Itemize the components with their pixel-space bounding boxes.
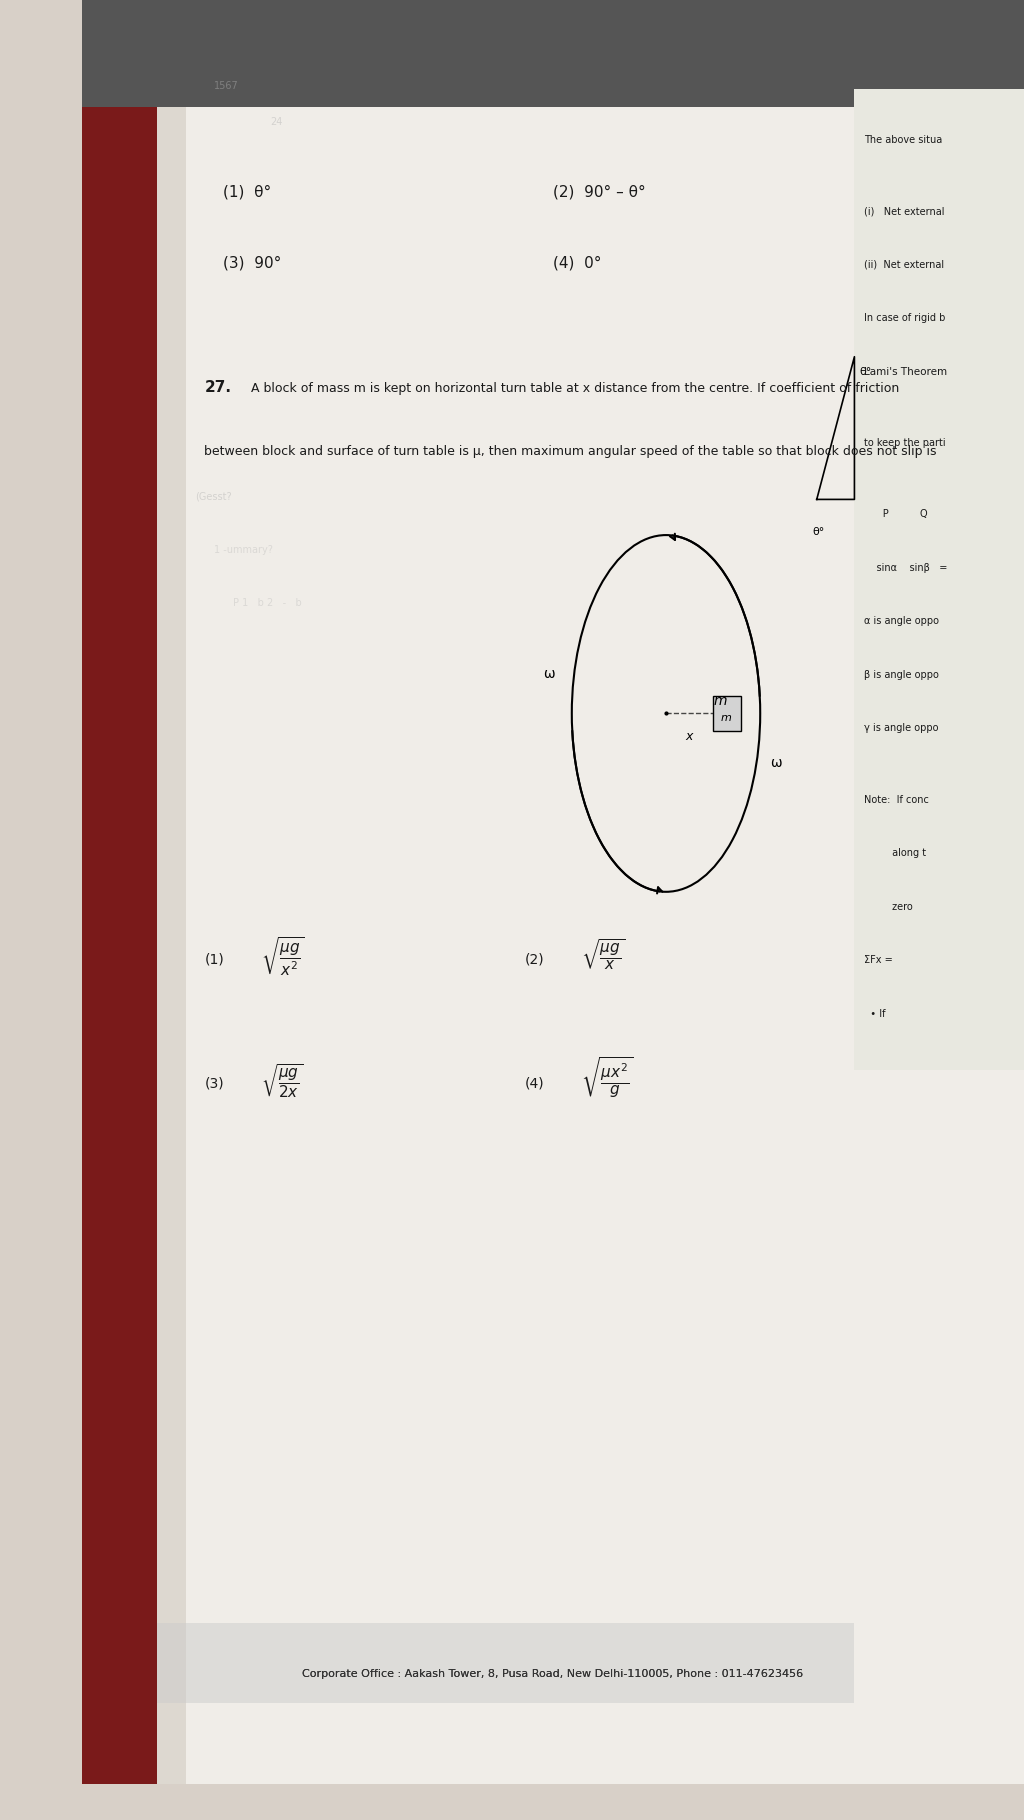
Text: along t: along t xyxy=(864,848,926,857)
Text: • If: • If xyxy=(864,1008,886,1019)
Text: zero: zero xyxy=(864,901,912,912)
Text: Corporate Office : Aakash Tower, 8, Pusa Road, New Delhi-110005, Phone : 011-476: Corporate Office : Aakash Tower, 8, Pusa… xyxy=(302,1669,804,1678)
Text: $\sqrt{\dfrac{\mu g}{2x}}$: $\sqrt{\dfrac{\mu g}{2x}}$ xyxy=(261,1063,303,1099)
Text: to keep the parti: to keep the parti xyxy=(864,439,945,448)
Text: Note:  If conc: Note: If conc xyxy=(864,795,929,804)
Text: 24: 24 xyxy=(270,116,283,127)
Text: m: m xyxy=(713,693,727,708)
Text: P 1   b 2   -   b: P 1 b 2 - b xyxy=(232,599,301,608)
Text: The above situa: The above situa xyxy=(864,135,942,144)
Text: 1567: 1567 xyxy=(214,82,239,91)
Text: (4): (4) xyxy=(524,1077,545,1090)
Bar xyxy=(82,0,1024,107)
Text: γ is angle oppo: γ is angle oppo xyxy=(864,723,938,733)
Text: In case of rigid b: In case of rigid b xyxy=(864,313,945,322)
Text: (i)   Net external: (i) Net external xyxy=(864,206,944,217)
Text: (1): (1) xyxy=(205,952,224,966)
Bar xyxy=(82,0,158,1784)
Text: ΣFx =: ΣFx = xyxy=(864,956,893,965)
Text: θ°: θ° xyxy=(859,366,871,377)
Bar xyxy=(158,0,185,1784)
Text: m: m xyxy=(721,713,731,723)
Text: 1 -ummary?: 1 -ummary? xyxy=(214,544,272,555)
Text: 27.: 27. xyxy=(205,380,231,395)
Text: $\sqrt{\dfrac{\mu g}{x}}$: $\sqrt{\dfrac{\mu g}{x}}$ xyxy=(582,937,626,972)
Text: (2)  90° – θ°: (2) 90° – θ° xyxy=(553,184,646,198)
Bar xyxy=(158,1623,854,1704)
Bar xyxy=(854,89,1024,1070)
Text: sinα    sinβ   =: sinα sinβ = xyxy=(864,562,947,573)
Text: (3): (3) xyxy=(205,1077,224,1090)
Text: A block of mass m is kept on horizontal turn table at x distance from the centre: A block of mass m is kept on horizontal … xyxy=(252,382,900,395)
Text: α is angle oppo: α is angle oppo xyxy=(864,617,939,626)
Text: x: x xyxy=(685,730,692,743)
Text: ω: ω xyxy=(770,755,781,770)
Text: ω: ω xyxy=(544,666,555,681)
Text: (4)  0°: (4) 0° xyxy=(553,255,601,271)
Text: (ii)  Net external: (ii) Net external xyxy=(864,260,944,269)
Text: $\sqrt{\dfrac{\mu x^2}{g}}$: $\sqrt{\dfrac{\mu x^2}{g}}$ xyxy=(582,1056,634,1099)
Text: (2): (2) xyxy=(524,952,545,966)
Text: (3)  90°: (3) 90° xyxy=(223,255,282,271)
Text: Corporate Office : Aakash Tower, 8, Pusa Road, New Delhi-110005, Phone : 011-476: Corporate Office : Aakash Tower, 8, Pusa… xyxy=(302,1669,804,1678)
Text: Lami's Theorem: Lami's Theorem xyxy=(864,366,947,377)
Text: β is angle oppo: β is angle oppo xyxy=(864,670,939,679)
Text: (Gesst?: (Gesst? xyxy=(195,491,231,501)
Bar xyxy=(713,695,741,732)
Text: $\sqrt{\dfrac{\mu g}{x^2}}$: $\sqrt{\dfrac{\mu g}{x^2}}$ xyxy=(261,935,304,977)
Text: P          Q: P Q xyxy=(864,510,928,519)
Text: between block and surface of turn table is μ, then maximum angular speed of the : between block and surface of turn table … xyxy=(205,444,937,459)
Text: (1)  θ°: (1) θ° xyxy=(223,184,271,198)
Text: θ°: θ° xyxy=(812,528,824,537)
